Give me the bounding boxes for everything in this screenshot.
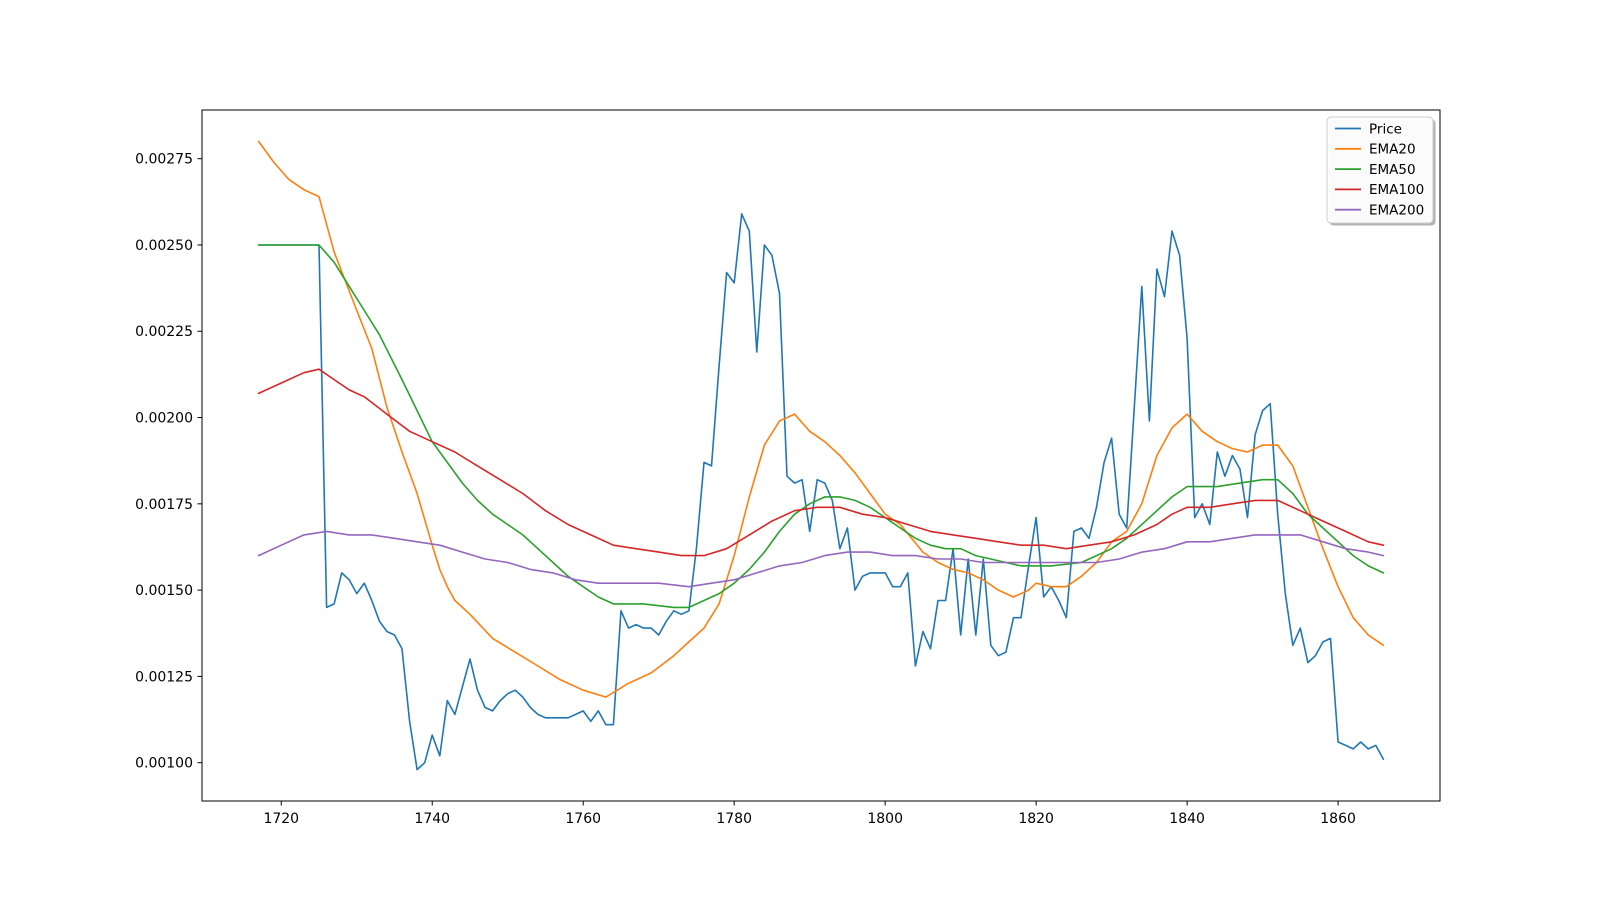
legend-label: EMA200 bbox=[1369, 203, 1424, 219]
x-tick-label: 1840 bbox=[1169, 811, 1205, 827]
x-tick-label: 1820 bbox=[1018, 811, 1054, 827]
legend: Price EMA20 EMA50 EMA100 EMA200 bbox=[1326, 116, 1436, 226]
y-tick-label: 0.00200 bbox=[135, 411, 193, 427]
series-line-ema100 bbox=[257, 368, 1385, 557]
x-tick-label: 1720 bbox=[263, 811, 299, 827]
y-tick-label: 0.00100 bbox=[135, 756, 193, 772]
y-axis: 0.00100 0.00125 0.00150 0.00175 0.00200 0.002… bbox=[135, 152, 202, 772]
legend-label: EMA50 bbox=[1369, 162, 1416, 178]
series-lines bbox=[257, 140, 1385, 771]
x-tick-label: 1760 bbox=[565, 811, 601, 827]
x-tick-label: 1780 bbox=[716, 811, 752, 827]
x-tick-label: 1860 bbox=[1320, 811, 1356, 827]
y-tick-label: 0.00225 bbox=[135, 324, 193, 340]
legend-box bbox=[1326, 116, 1434, 224]
series-line-ema200 bbox=[257, 530, 1385, 588]
series-line-ema20 bbox=[257, 140, 1385, 698]
series-line-ema50 bbox=[257, 244, 1385, 609]
legend-label: EMA20 bbox=[1369, 142, 1416, 158]
x-axis: 1720 1740 1760 1780 1800 1820 1840 1860 bbox=[263, 801, 1356, 827]
x-tick-label: 1740 bbox=[414, 811, 450, 827]
y-tick-label: 0.00125 bbox=[135, 669, 193, 685]
x-tick-label: 1800 bbox=[867, 811, 903, 827]
legend-label: EMA100 bbox=[1369, 182, 1424, 198]
series-line-price bbox=[257, 213, 1385, 771]
y-tick-label: 0.00175 bbox=[135, 497, 193, 513]
y-tick-label: 0.00250 bbox=[135, 238, 193, 254]
y-tick-label: 0.00275 bbox=[135, 152, 193, 168]
y-tick-label: 0.00150 bbox=[135, 583, 193, 599]
plot-area bbox=[201, 109, 1441, 802]
plot-frame bbox=[201, 109, 1441, 802]
legend-label: Price bbox=[1369, 121, 1402, 137]
